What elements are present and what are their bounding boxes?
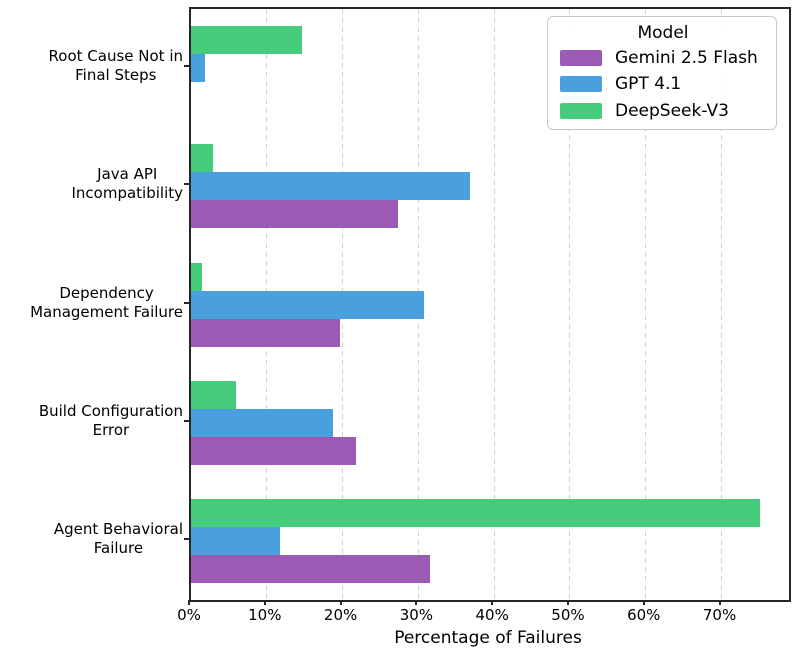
xtick-label-0%: 0% (177, 606, 201, 624)
bar-rows (191, 9, 789, 600)
bar-deepseek-v3-cat1 (191, 144, 213, 173)
legend-item-deepseek: DeepSeek-V3 (560, 99, 766, 123)
legend-item-gemini: Gemini 2.5 Flash (560, 46, 766, 70)
bar-gpt-4-1-cat2 (191, 290, 424, 319)
category-row-2 (191, 245, 789, 363)
xtick-mark-40% (491, 600, 494, 605)
gemini-color-swatch (560, 49, 602, 66)
xtick-label-50%: 50% (551, 606, 585, 624)
gpt-color-swatch (560, 76, 602, 93)
xtick-mark-70% (718, 600, 721, 605)
xtick-mark-60% (642, 600, 645, 605)
category-row-0 (191, 9, 789, 127)
bar-gemini-2-5-flash-cat1 (191, 200, 398, 229)
ytick-label-4: Agent Behavioral Failure (53, 519, 183, 557)
ytick-mark-1 (184, 183, 189, 186)
category-row-3 (191, 364, 789, 482)
legend-title: Model (637, 23, 689, 43)
legend-item-gpt: GPT 4.1 (560, 72, 766, 96)
gridline-50% (569, 9, 571, 600)
bar-gpt-4-1-cat4 (191, 526, 281, 555)
gridline-70% (721, 9, 723, 600)
xtick-mark-20% (339, 600, 342, 605)
ytick-label-0: Root Cause Not in Final Steps (48, 46, 183, 85)
xtick-label-60%: 60% (627, 606, 661, 624)
xtick-mark-0% (188, 600, 190, 605)
bar-gemini-2-5-flash-cat3 (191, 436, 357, 465)
gridline-60% (645, 9, 647, 600)
bar-gpt-4-1-cat3 (191, 408, 334, 437)
gridline-40% (493, 9, 495, 600)
ytick-label-2: Dependency Management Failure (30, 283, 183, 321)
ytick-mark-4 (184, 537, 189, 540)
xtick-label-30%: 30% (399, 606, 434, 624)
bar-deepseek-v3-cat0 (191, 26, 302, 55)
xtick-mark-10% (263, 600, 266, 605)
xtick-label-70%: 70% (702, 606, 737, 624)
ytick-label-3: Build Configuration Error (38, 401, 183, 439)
bar-deepseek-v3-cat3 (191, 380, 236, 409)
legend-label-gpt: GPT 4.1 (615, 74, 682, 95)
legend-label-deepseek: DeepSeek-V3 (615, 100, 729, 121)
bar-deepseek-v3-cat4 (191, 498, 761, 527)
ytick-mark-2 (184, 301, 189, 304)
category-row-4 (191, 482, 789, 600)
deepseek-color-swatch (560, 102, 602, 119)
ytick-label-1: Java API Incompatibility (71, 165, 183, 203)
xtick-mark-50% (566, 600, 569, 605)
legend-label-gemini: Gemini 2.5 Flash (615, 47, 758, 68)
xtick-label-40%: 40% (475, 606, 509, 624)
bar-gemini-2-5-flash-cat2 (191, 318, 340, 347)
bar-gemini-2-5-flash-cat4 (191, 554, 430, 583)
ytick-mark-0 (184, 65, 189, 68)
ytick-mark-3 (184, 419, 189, 422)
xtick-label-20%: 20% (323, 606, 358, 624)
x-axis-label: Percentage of Failures (394, 628, 582, 648)
legend: Model Gemini 2.5 Flash GPT 4.1 DeepSeek-… (547, 16, 777, 130)
xtick-mark-30% (415, 600, 418, 605)
bar-gpt-4-1-cat1 (191, 172, 470, 201)
category-row-1 (191, 127, 789, 245)
bar-deepseek-v3-cat2 (191, 262, 203, 291)
xtick-label-10%: 10% (248, 606, 282, 624)
bar-gpt-4-1-cat0 (191, 54, 205, 83)
